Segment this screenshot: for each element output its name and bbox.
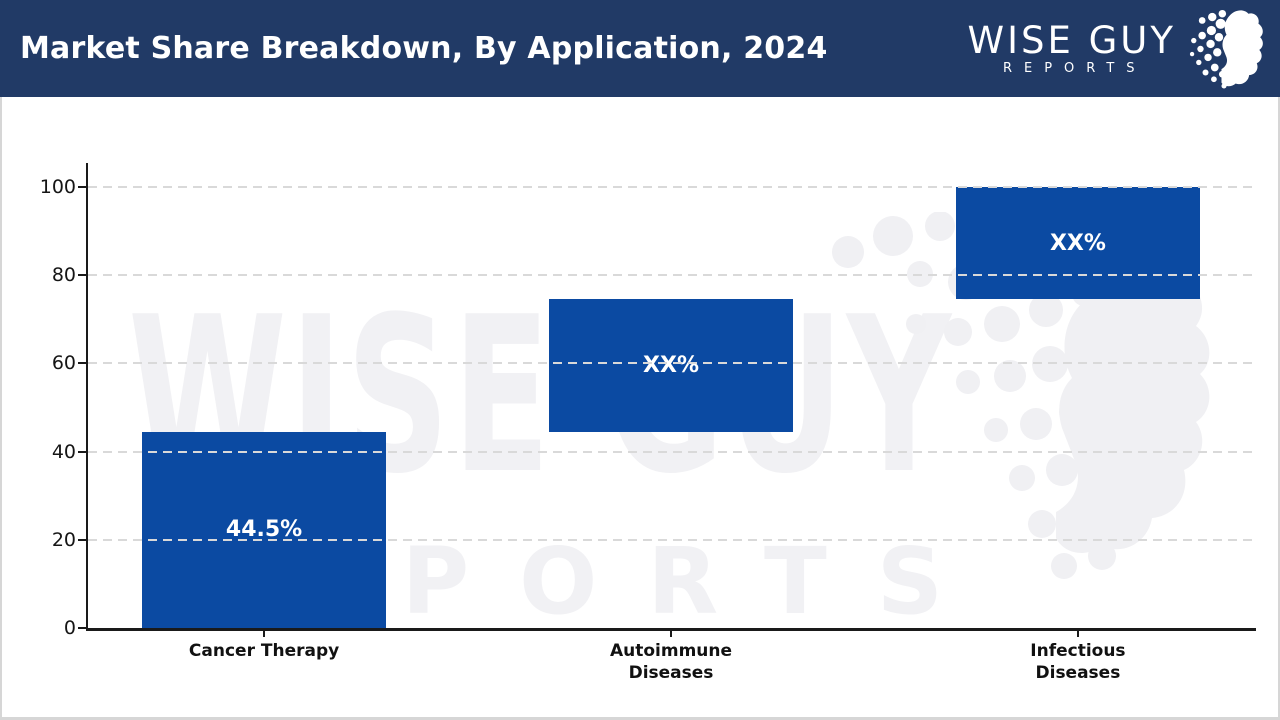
x-axis-line (86, 628, 1256, 631)
y-tick-mark-80 (78, 274, 87, 277)
brand-name: WISE GUY (967, 18, 1176, 62)
category-label-line: Infectious (1030, 641, 1126, 661)
header-band: Market Share Breakdown, By Application, … (0, 0, 1280, 97)
bar-segment-2: XX% (549, 299, 793, 432)
bar-value-label: XX% (1049, 230, 1106, 256)
category-label-line: Cancer Therapy (188, 641, 340, 661)
gridline-y100 (88, 186, 1254, 188)
x-tick-mark-2 (670, 628, 672, 637)
y-tick-mark-100 (78, 186, 87, 188)
gridline-y80 (88, 274, 1254, 277)
bar-segment-1: 44.5% (142, 431, 387, 628)
gridline-y60 (88, 362, 1254, 365)
page-title: Market Share Breakdown, By Application, … (20, 31, 828, 66)
category-label-3: Infectious Diseases (928, 640, 1228, 684)
gridline-y40 (88, 450, 1254, 453)
y-tick-mark-0 (78, 627, 87, 629)
y-tick-label-40: 40 (51, 440, 76, 463)
y-tick-mark-40 (78, 450, 87, 453)
y-tick-label-20: 20 (51, 528, 76, 551)
bar-segment-3: XX% (955, 187, 1200, 300)
x-tick-mark-3 (1076, 628, 1079, 637)
category-label-1: Cancer Therapy (114, 640, 414, 662)
category-label-line: Diseases (628, 663, 714, 683)
y-tick-label-60: 60 (51, 352, 76, 375)
y-axis-line (86, 163, 88, 630)
category-label-line: Autoimmune (609, 641, 733, 661)
y-tick-mark-60 (78, 362, 87, 365)
category-label-2: Autoimmune Diseases (521, 640, 821, 684)
brand-logo-text: WISE GUY REPORTS (967, 18, 1176, 77)
dotted-face-logo-icon (1189, 9, 1263, 89)
x-tick-mark-1 (263, 628, 266, 637)
bar-value-label: XX% (643, 353, 699, 379)
brand-subtitle: REPORTS (1002, 61, 1147, 77)
y-tick-label-100: 100 (39, 176, 76, 198)
gridline-y20 (88, 538, 1254, 541)
brand-logo: WISE GUY REPORTS (968, 6, 1266, 92)
y-tick-label-0: 0 (63, 617, 76, 639)
category-label-line: Diseases (1035, 663, 1121, 683)
y-tick-label-80: 80 (51, 264, 76, 287)
y-tick-mark-20 (78, 538, 87, 541)
bar-value-label: 44.5% (225, 517, 303, 543)
